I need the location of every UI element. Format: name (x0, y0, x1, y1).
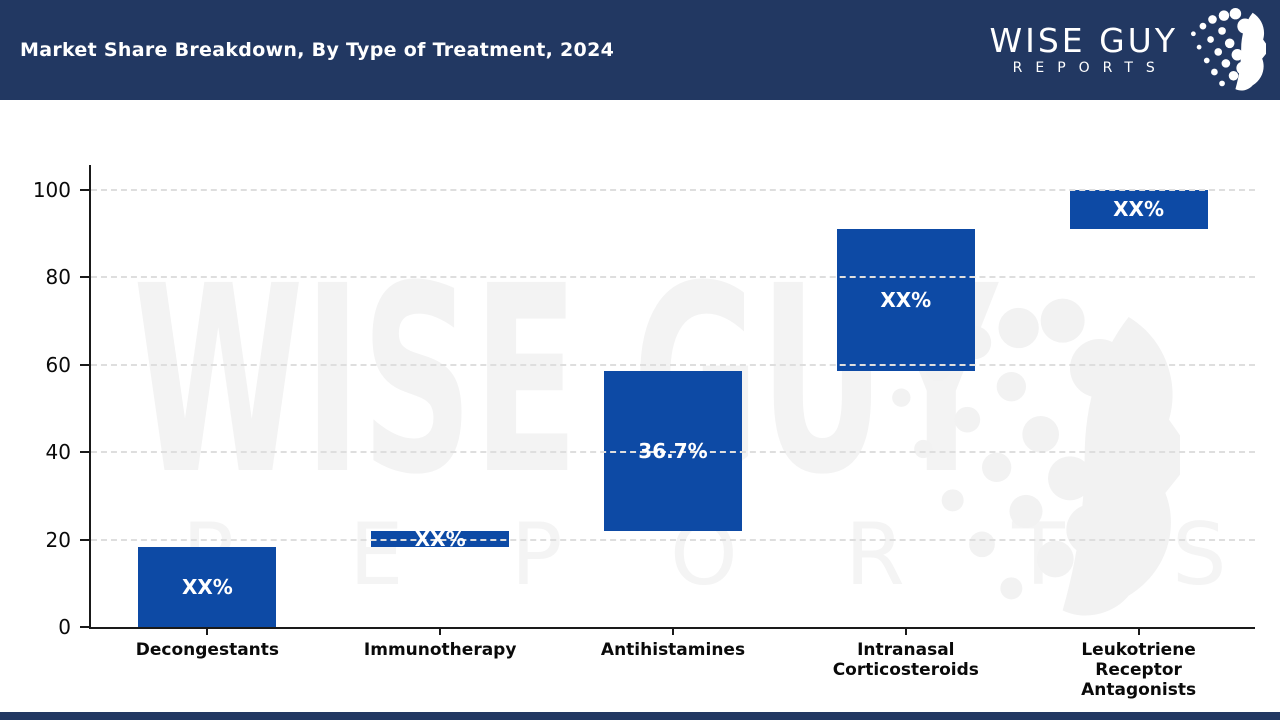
logo-text: WISE GUY REPORTS (989, 23, 1178, 77)
y-axis-tick (80, 451, 89, 453)
y-axis-tick-label: 100 (32, 177, 71, 202)
chart-title: Market Share Breakdown, By Type of Treat… (20, 39, 615, 61)
y-axis-tick-label: 60 (45, 352, 71, 377)
bar-value-label: XX% (414, 527, 466, 552)
y-gridline (91, 188, 1255, 191)
y-axis-tick (80, 276, 89, 278)
watermark-face-icon (892, 298, 1180, 616)
y-gridline (91, 363, 1255, 366)
category-label: Antihistamines (600, 640, 746, 660)
y-axis-tick (80, 188, 89, 191)
y-axis-tick (80, 363, 89, 366)
y-gridline (91, 538, 1255, 541)
bar-segment (836, 229, 975, 371)
y-axis-tick-label: 0 (58, 615, 71, 639)
y-axis-tick-label: 20 (45, 527, 71, 552)
bar-segment (138, 546, 277, 627)
y-axis-tick-label: 40 (45, 440, 71, 464)
x-axis-tick (672, 627, 674, 635)
bar-value-label: XX% (1113, 197, 1165, 222)
category-label: Leukotriene Receptor Antagonists (1081, 640, 1197, 700)
footer-bar (0, 712, 1280, 720)
x-axis-tick (904, 627, 907, 635)
x-axis-tick (206, 627, 209, 635)
category-label: Decongestants (135, 640, 280, 660)
y-gridline (91, 451, 1255, 453)
category-label: Immunotherapy (363, 640, 517, 660)
y-axis-tick (80, 538, 89, 541)
bar-value-label: XX% (181, 574, 233, 599)
bar-value-label: 36.7% (638, 438, 708, 463)
wise-guy-reports-logo: WISE GUY REPORTS (989, 6, 1266, 94)
logo-subtitle: REPORTS (1012, 60, 1168, 76)
bar-segment (604, 370, 742, 532)
y-axis-tick-label: 80 (45, 265, 71, 289)
dotted-face-profile-icon (1190, 7, 1266, 91)
y-gridline (91, 276, 1255, 278)
y-axis-tick (80, 626, 89, 628)
bar-value-label: XX% (880, 287, 932, 312)
plot-area: 0 20 40 60 80 100 XX% Decongestants XX% Immunothe… (33, 165, 1255, 700)
x-axis-tick (1137, 627, 1140, 635)
logo-wordmark: WISE GUY (989, 21, 1178, 60)
x-axis-tick (439, 627, 442, 635)
bar-segment (1069, 189, 1208, 230)
header: Market Share Breakdown, By Type of Treat… (0, 0, 1280, 100)
category-label: Intranasal Corticosteroids (832, 640, 979, 680)
